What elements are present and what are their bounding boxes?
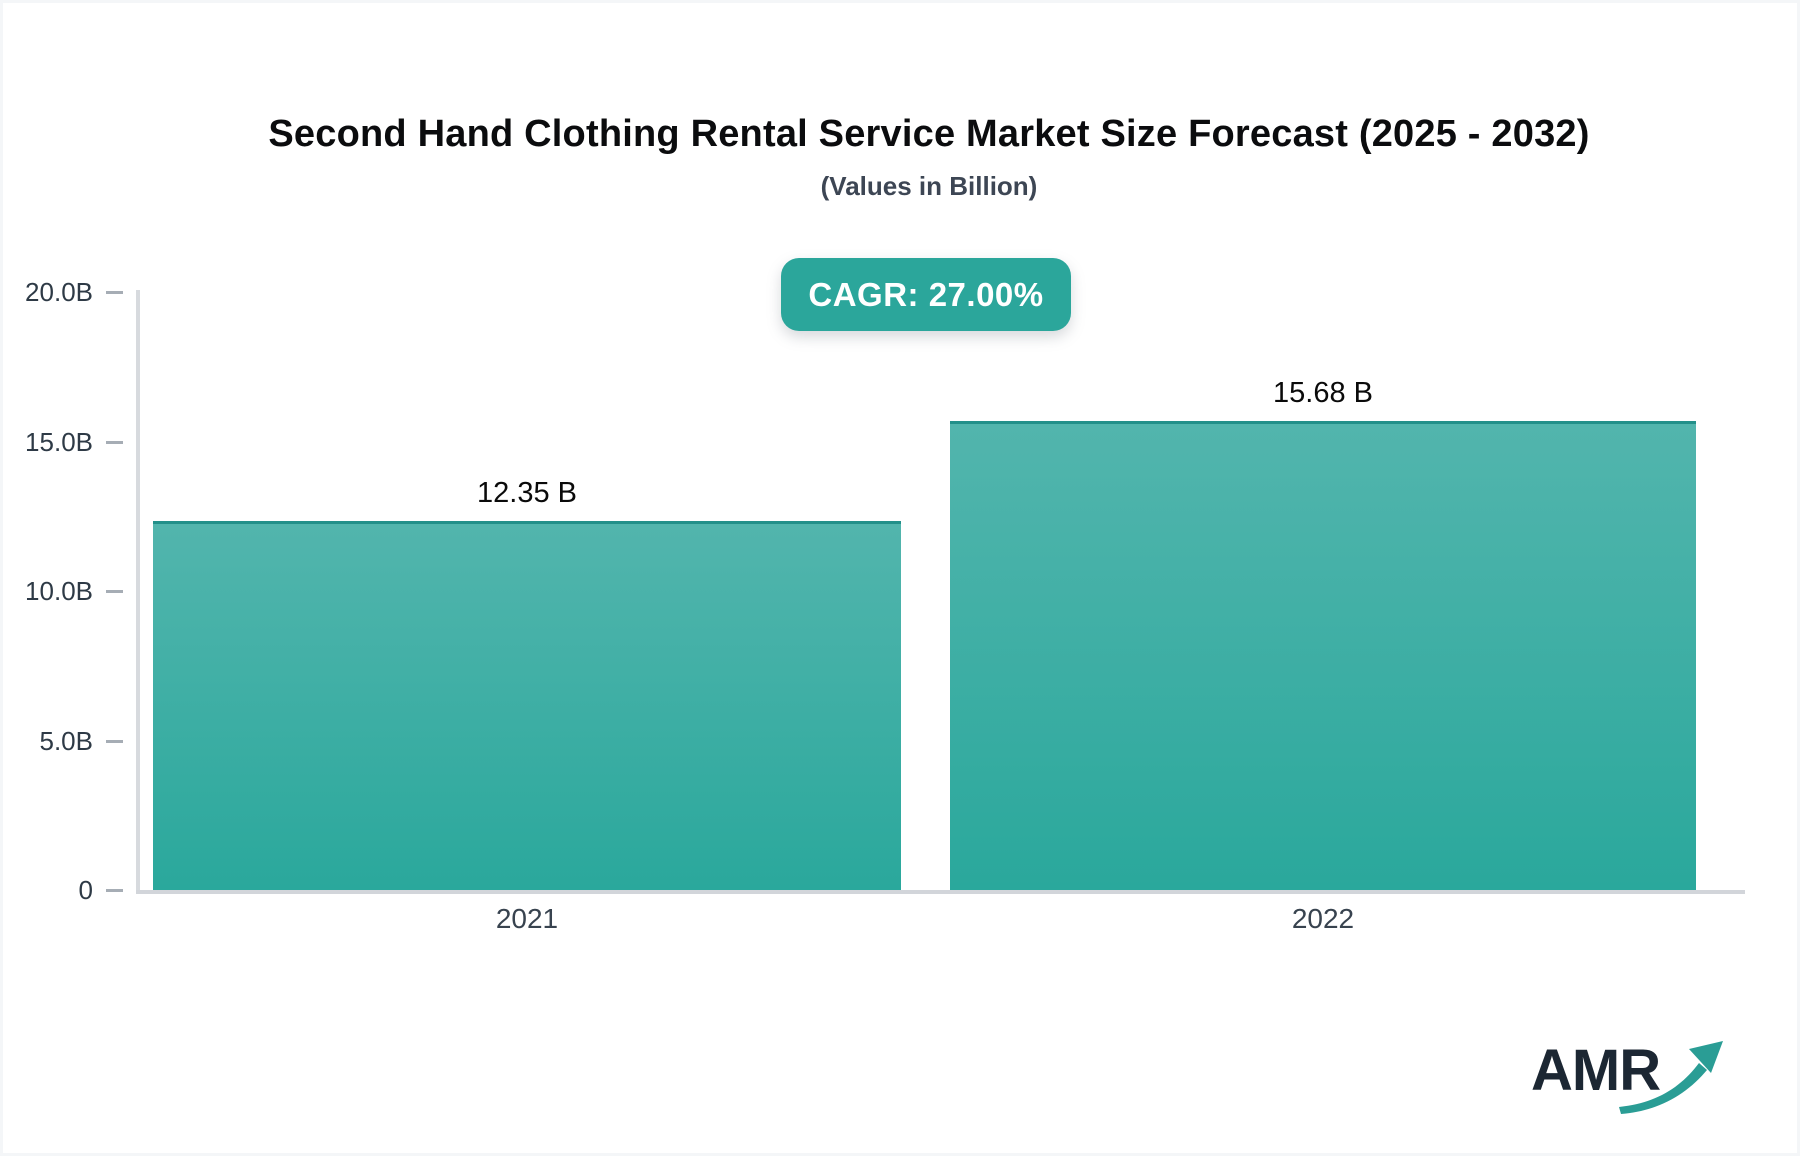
bar-value-label: 15.68 B [1273, 377, 1373, 410]
cagr-badge: CAGR: 27.00% [781, 258, 1071, 331]
y-tick-mark [106, 291, 123, 294]
chart-title: Second Hand Clothing Rental Service Mark… [268, 113, 1590, 155]
x-axis-label: 2021 [495, 903, 559, 934]
x-axis-label: 2022 [1291, 903, 1355, 934]
y-tick-mark [106, 590, 123, 593]
x-axis-line [136, 890, 1745, 894]
y-tick-mark [106, 440, 123, 444]
bar-value-label: 12.35 B [477, 476, 577, 509]
y-tick-label: 0 [78, 875, 93, 905]
y-tick-label: 20.0B [25, 277, 93, 307]
bar-2021 [153, 520, 901, 890]
y-axis-line [136, 290, 140, 894]
y-tick-mark [106, 889, 123, 892]
amr-logo: AMR [1531, 1037, 1731, 1117]
chart-subtitle: (Values in Billion) [820, 171, 1038, 201]
amr-logo-text: AMR [1531, 1038, 1661, 1103]
y-tick-label: 5.0B [39, 725, 94, 756]
trending-up-arrow-icon [1619, 1041, 1723, 1114]
y-tick-label: 10.0B [25, 576, 93, 606]
bar-2022 [950, 421, 1696, 890]
y-tick-label: 15.0B [25, 426, 93, 457]
y-tick-mark [106, 739, 123, 743]
